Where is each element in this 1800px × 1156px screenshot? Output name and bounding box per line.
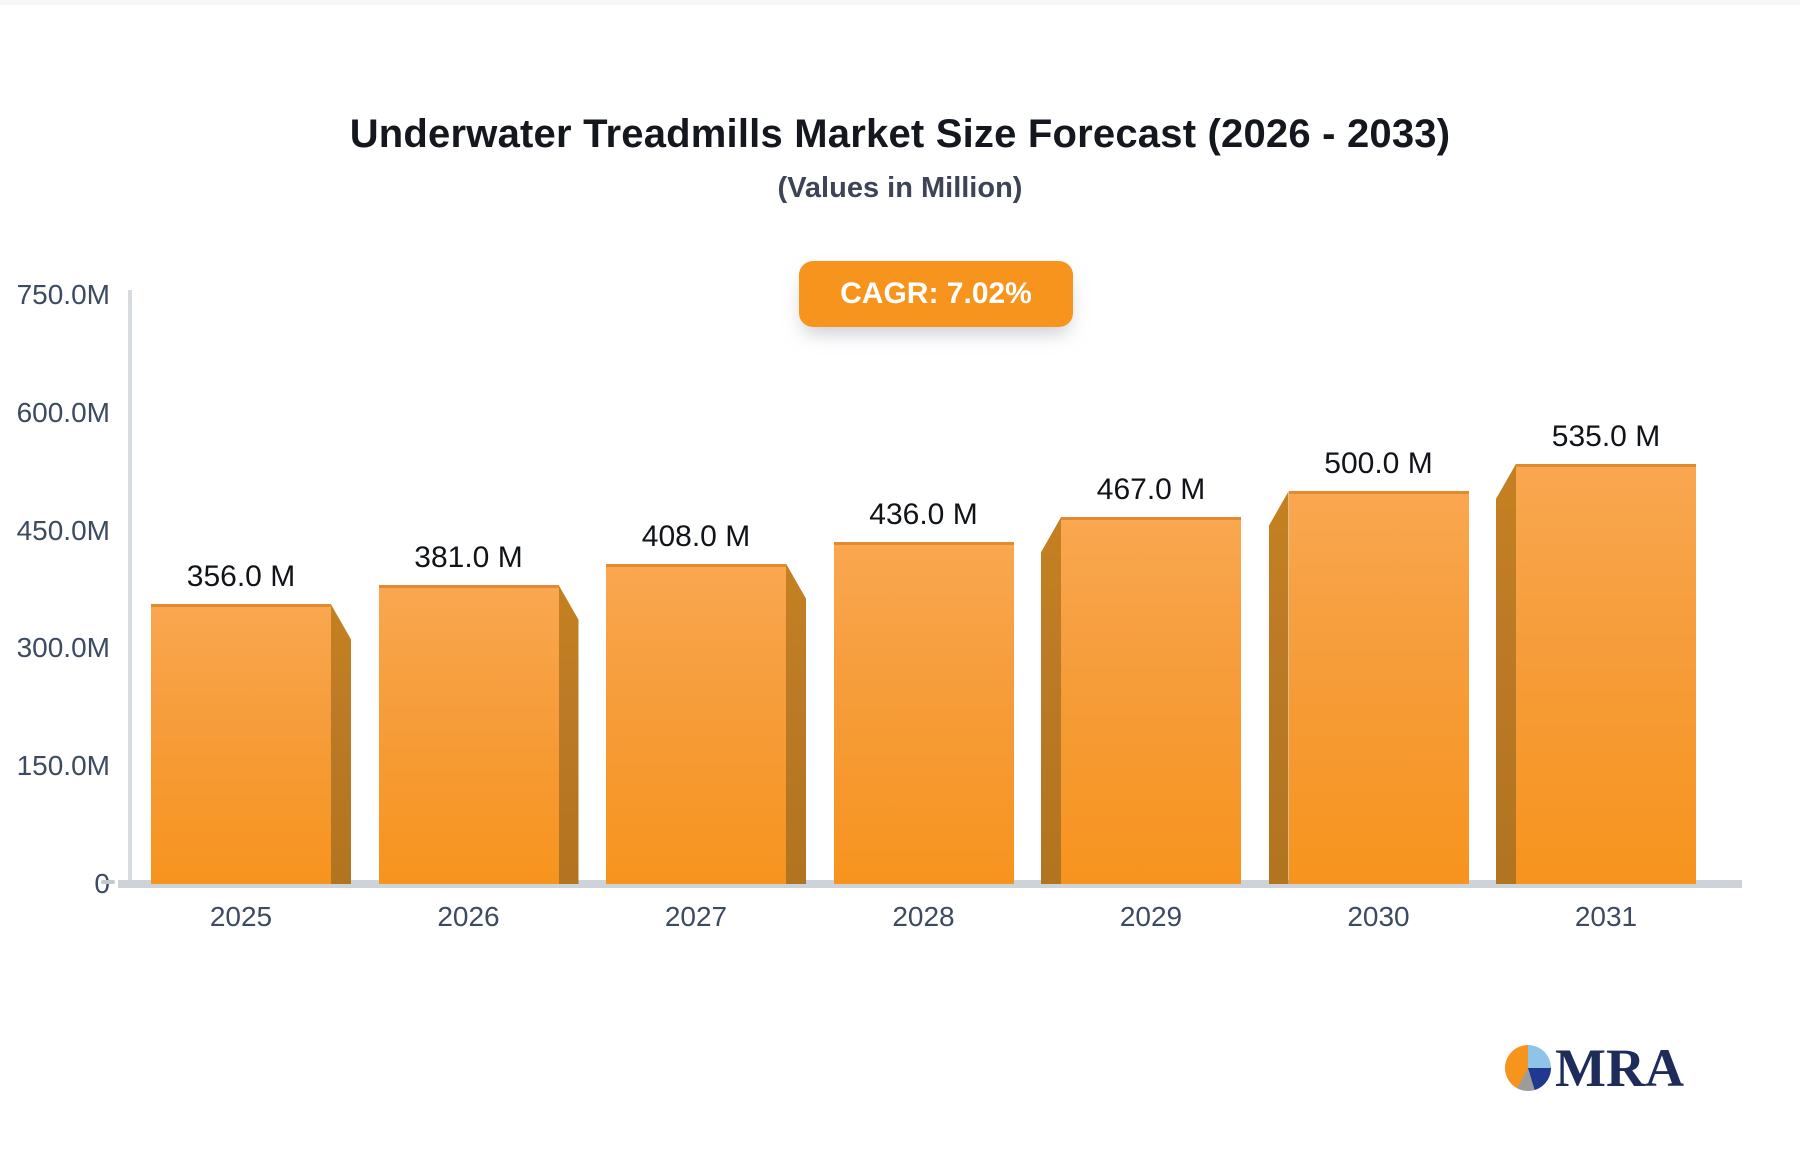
bar-value-label: 381.0 M — [414, 540, 523, 574]
brand-logo-text: MRA — [1555, 1038, 1684, 1098]
bar-value-label: 408.0 M — [641, 519, 751, 553]
chart-title: Underwater Treadmills Market Size Foreca… — [349, 112, 1451, 156]
y-axis-tick-label: 750.0M — [16, 279, 110, 310]
bar-side-shadow — [786, 563, 806, 884]
x-axis-tick-label: 2028 — [892, 901, 955, 932]
bar-side-shadow — [331, 604, 351, 884]
x-axis-tick-label: 2031 — [1574, 901, 1638, 932]
x-axis-tick-label: 2027 — [664, 901, 728, 932]
top-border-strip — [0, 0, 1800, 5]
x-axis-tick-label: 2025 — [209, 901, 273, 932]
x-axis-tick-label: 2029 — [1119, 901, 1183, 932]
bar-value-label: 356.0 M — [186, 560, 296, 594]
y-axis-tick-mark — [101, 880, 115, 884]
pie-chart-logo-icon — [1505, 1045, 1551, 1091]
chart-subtitle: (Values in Million) — [777, 172, 1023, 204]
bar-value-label: 535.0 M — [1551, 419, 1661, 453]
bar-side-shadow — [1496, 463, 1516, 884]
bar-2027 — [606, 563, 786, 884]
y-axis-tick-label: 300.0M — [16, 632, 110, 664]
x-axis-tick-label: 2030 — [1347, 901, 1410, 932]
y-axis-tick-label: 450.0M — [16, 514, 110, 546]
y-axis-line — [128, 290, 132, 884]
bar-side-shadow — [1268, 491, 1289, 884]
bar-2029 — [1061, 517, 1241, 884]
cagr-badge: CAGR: 7.02% — [799, 261, 1073, 327]
y-axis-tick-label: 0 — [0, 870, 110, 898]
bar-2025 — [151, 604, 331, 884]
bar-value-label: 467.0 M — [1096, 473, 1206, 507]
bar-side-shadow — [558, 584, 579, 884]
y-axis-tick-label: 600.0M — [16, 396, 110, 428]
bar-side-shadow — [1041, 517, 1061, 884]
x-axis-line — [118, 880, 1742, 888]
x-axis-tick-label: 2026 — [437, 901, 500, 932]
bar-value-label: 436.0 M — [869, 497, 978, 531]
bar-2028 — [833, 541, 1014, 884]
bar-2031 — [1516, 463, 1696, 884]
brand-logo: MRA — [1505, 1038, 1684, 1098]
bar-2026 — [378, 584, 559, 884]
bar-2030 — [1288, 491, 1469, 884]
bar-value-label: 500.0 M — [1324, 447, 1433, 481]
y-axis-tick-label: 150.0M — [16, 750, 110, 782]
